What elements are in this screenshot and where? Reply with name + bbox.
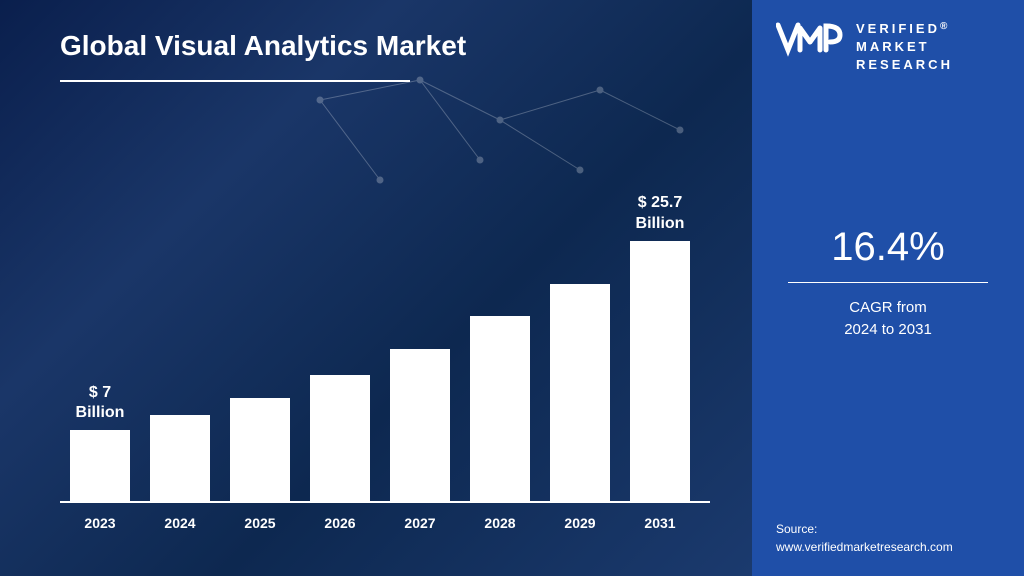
bar — [150, 415, 210, 501]
bars-container: $ 7Billion $ 25.7Billion — [60, 181, 700, 501]
bar — [550, 284, 610, 502]
first-bar-value-label: $ 7Billion — [76, 383, 125, 425]
bar-wrapper: $ 7Billion — [70, 383, 130, 501]
chart-panel: Global Visual Analytics Market $ 7Billio… — [0, 0, 752, 576]
cagr-underline — [788, 282, 988, 283]
bar-wrapper: $ 25.7Billion — [630, 193, 690, 501]
x-axis-label: 2029 — [550, 515, 610, 531]
bar — [230, 398, 290, 501]
info-panel: VERIFIED® MARKET RESEARCH 16.4% CAGR fro… — [752, 0, 1024, 576]
bar-wrapper — [470, 316, 530, 501]
bar-wrapper — [310, 375, 370, 501]
x-axis-labels: 2023 2024 2025 2026 2027 2028 2029 2031 — [70, 515, 710, 531]
x-axis-line — [60, 501, 710, 503]
bar-chart: $ 7Billion $ 25.7Billion 2023 2024 2025 2026… — [60, 151, 700, 531]
source-label: Source: — [776, 520, 953, 538]
brand-line2: MARKET — [856, 39, 930, 54]
cagr-label-line2: 2024 to 2031 — [844, 321, 932, 338]
cagr-value: 16.4% — [776, 225, 1000, 270]
bar — [70, 430, 130, 501]
title-underline — [60, 80, 410, 82]
cagr-label: CAGR from 2024 to 2031 — [776, 297, 1000, 342]
source-block: Source: www.verifiedmarketresearch.com — [776, 520, 953, 556]
cagr-label-line1: CAGR from — [849, 299, 927, 316]
cagr-block: 16.4% CAGR from 2024 to 2031 — [776, 225, 1000, 342]
brand-line3: RESEARCH — [856, 57, 953, 72]
x-axis-label: 2031 — [630, 515, 690, 531]
x-axis-label: 2024 — [150, 515, 210, 531]
registered-mark: ® — [940, 21, 950, 32]
bar-wrapper — [230, 398, 290, 501]
vmr-logo-icon — [776, 20, 846, 60]
chart-title: Global Visual Analytics Market — [60, 30, 712, 62]
x-axis-label: 2028 — [470, 515, 530, 531]
x-axis-label: 2026 — [310, 515, 370, 531]
last-bar-value-label: $ 25.7Billion — [636, 193, 685, 235]
x-axis-label: 2023 — [70, 515, 130, 531]
x-axis-label: 2027 — [390, 515, 450, 531]
source-url: www.verifiedmarketresearch.com — [776, 538, 953, 556]
bar-wrapper — [550, 284, 610, 502]
bar — [630, 241, 690, 501]
bar-wrapper — [390, 349, 450, 501]
brand-text: VERIFIED® MARKET RESEARCH — [856, 20, 953, 75]
bar-wrapper — [150, 415, 210, 501]
bar — [310, 375, 370, 501]
x-axis-label: 2025 — [230, 515, 290, 531]
bar — [470, 316, 530, 501]
brand-line1: VERIFIED — [856, 21, 940, 36]
brand-logo: VERIFIED® MARKET RESEARCH — [776, 20, 1000, 75]
bar — [390, 349, 450, 501]
